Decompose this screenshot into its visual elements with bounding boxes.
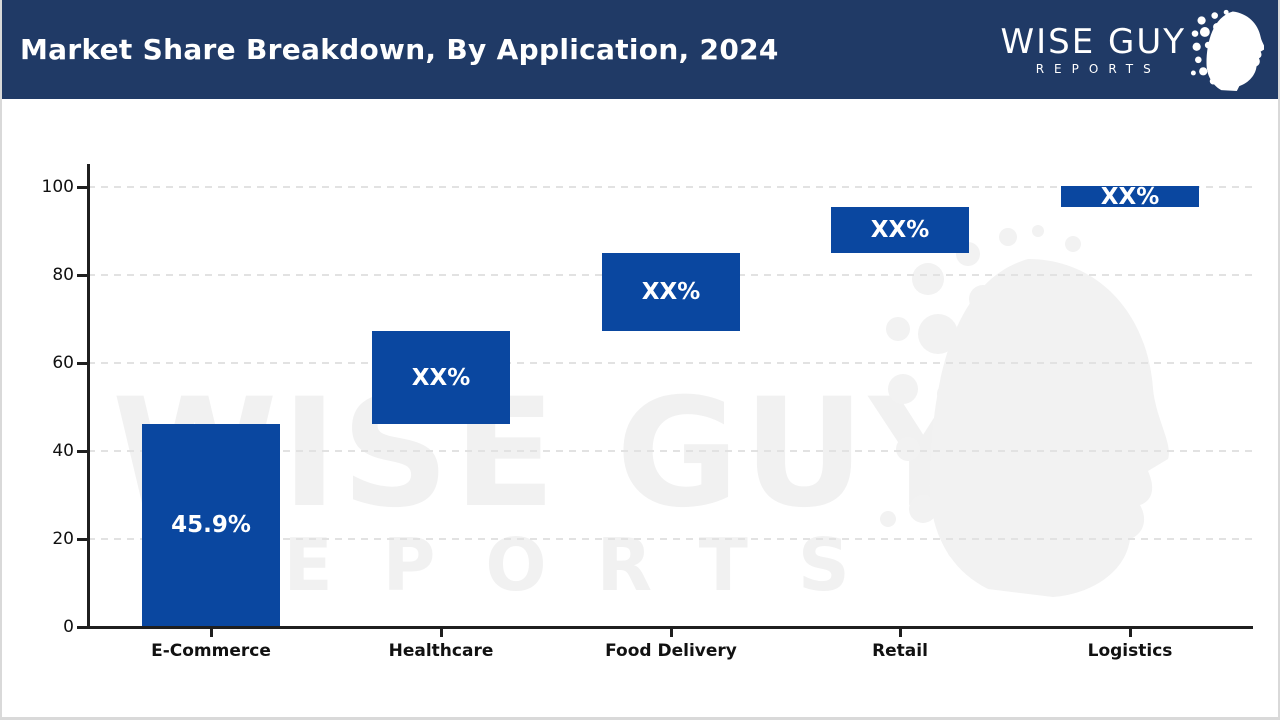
y-tick-label: 80 <box>52 265 74 285</box>
x-category-label: E-Commerce <box>151 641 271 661</box>
x-category-label: Logistics <box>1087 641 1173 661</box>
x-tick <box>899 629 902 637</box>
y-tick <box>77 186 87 189</box>
x-tick <box>210 629 213 637</box>
gridline <box>88 538 1253 540</box>
y-tick <box>77 362 87 365</box>
chart-title: Market Share Breakdown, By Application, … <box>20 33 779 66</box>
bar-healthcare: XX% <box>372 331 510 424</box>
y-tick-label: 100 <box>41 177 74 197</box>
bar-value-label: XX% <box>1100 183 1160 210</box>
bar-food-delivery: XX% <box>602 253 740 331</box>
y-tick <box>77 450 87 453</box>
bar-e-commerce: 45.9% <box>142 424 280 626</box>
x-tick <box>440 629 443 637</box>
logo-subtitle: REPORTS <box>1035 61 1161 76</box>
watermark-subtitle: REPORTS <box>178 523 900 607</box>
gridline <box>88 450 1253 452</box>
bar-value-label: 45.9% <box>171 512 251 538</box>
y-tick-label: 20 <box>52 529 74 549</box>
header-bar: Market Share Breakdown, By Application, … <box>0 0 1280 99</box>
x-category-label: Food Delivery <box>605 641 737 661</box>
logo-text: WISE GUY REPORTS <box>1000 24 1186 76</box>
bar-value-label: XX% <box>411 364 471 391</box>
x-axis-line <box>86 626 1253 629</box>
logo-wordmark: WISE GUY <box>1000 21 1186 62</box>
x-tick <box>670 629 673 637</box>
y-tick <box>77 538 87 541</box>
bar-value-label: XX% <box>641 279 701 305</box>
gridline <box>88 186 1253 188</box>
gridline <box>88 362 1253 364</box>
x-tick <box>1129 629 1132 637</box>
y-tick-label: 40 <box>52 441 74 461</box>
chart-plot-area: WISE GUY REPORTS 0 20 40 60 80 100 45.9% XX% XX%… <box>0 99 1280 720</box>
bar-value-label: XX% <box>870 217 930 243</box>
watermark-head-icon <box>880 225 1169 597</box>
x-category-label: Healthcare <box>388 641 494 661</box>
wise-guy-reports-logo: WISE GUY REPORTS <box>1000 0 1264 99</box>
y-tick <box>77 626 87 629</box>
bar-logistics: XX% <box>1061 183 1199 210</box>
logo-head-icon <box>1190 9 1264 91</box>
y-axis-line <box>87 164 90 629</box>
y-tick-label: 60 <box>52 353 74 373</box>
x-category-label: Retail <box>872 641 928 661</box>
y-tick-label: 0 <box>63 617 74 637</box>
bar-retail: XX% <box>831 207 969 253</box>
y-tick <box>77 274 87 277</box>
